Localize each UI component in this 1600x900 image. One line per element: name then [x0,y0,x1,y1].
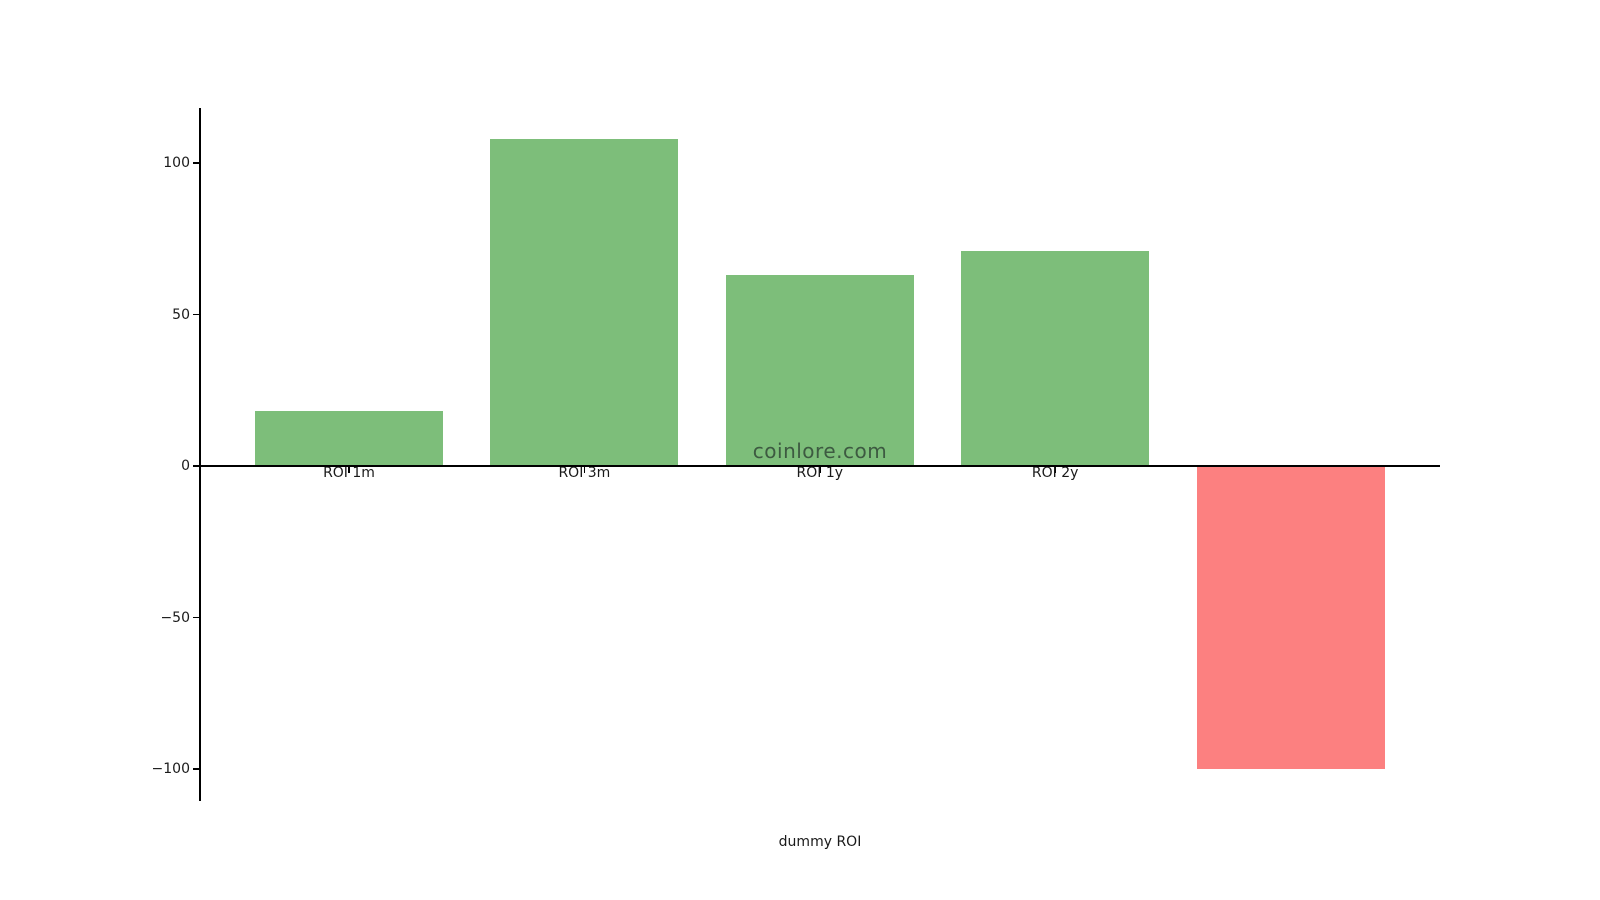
y-tick-label: 100 [163,155,190,171]
watermark-text: coinlore.com [752,439,888,463]
y-tick-mark [193,768,199,770]
x-tick-label: ROI 3m [558,465,611,481]
x-tick-mark [819,465,821,473]
y-tick-mark [193,616,199,619]
y-tick-label: 50 [172,306,190,323]
x-tick-mark [1054,465,1056,473]
bar-roi-1m [255,411,443,466]
x-axis-zero-line [199,465,1440,467]
y-tick-mark [193,162,199,164]
x-axis-title: dummy ROI [778,834,862,850]
x-tick-label: ROI 2y [1031,465,1079,481]
x-tick-mark [348,465,350,473]
bar-negative [1196,466,1385,769]
y-tick-label: 0 [181,458,190,474]
x-tick-label: ROI 1y [796,465,844,481]
x-tick-label: ROI 1m [323,465,375,481]
x-tick-mark [583,465,586,473]
y-tick-mark [193,465,199,467]
bar-roi-2y [961,250,1150,466]
y-axis-line [199,108,201,801]
y-tick-mark [193,313,199,316]
y-tick-label: −100 [151,761,190,777]
y-tick-label: −50 [160,609,190,626]
bar-roi-3m [490,138,679,466]
bar-roi-1y [725,275,914,466]
